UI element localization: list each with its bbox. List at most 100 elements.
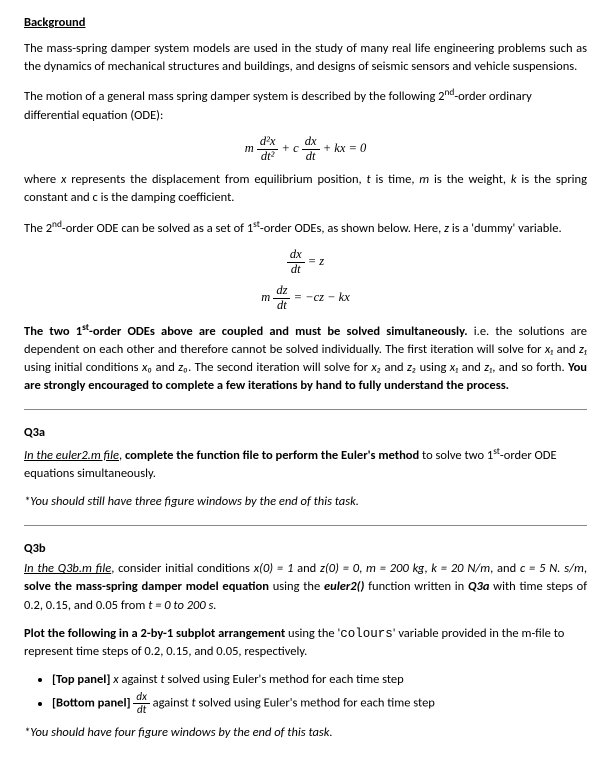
equals-z: = z xyxy=(305,254,325,268)
strong-text: complete the function file to perform th… xyxy=(125,448,419,463)
paragraph-coupled: The two 1st-order ODEs above are coupled… xyxy=(24,321,587,396)
text: and xyxy=(553,342,579,357)
paragraph-ode-intro: The motion of a general mass spring damp… xyxy=(24,86,587,124)
question-label-q3b: Q3b xyxy=(24,540,587,558)
panel-label: [Bottom panel] xyxy=(52,696,131,711)
text: against xyxy=(119,672,161,687)
numerator: d²x xyxy=(257,135,279,150)
file-ref: In the Q3b.m file xyxy=(24,561,111,576)
text: and xyxy=(381,360,407,375)
ref: Q3a xyxy=(468,579,489,594)
paragraph-where: where x represents the displacement from… xyxy=(24,171,587,207)
text: and xyxy=(152,360,178,375)
text: using initial conditions xyxy=(24,360,142,375)
var: z₀ xyxy=(178,360,188,375)
equation-ode: m d²xdt² + c dxdt + kx = 0 xyxy=(24,135,587,164)
section-divider xyxy=(24,525,587,526)
paragraph-intro: The mass-spring damper system models are… xyxy=(24,40,587,76)
var: m xyxy=(419,172,429,187)
q3b-note: *You should have four figure windows by … xyxy=(24,724,587,742)
text: The two 1 xyxy=(24,324,82,339)
denominator: dt xyxy=(287,263,305,277)
denominator: dt xyxy=(302,150,320,164)
superscript: st xyxy=(82,321,89,333)
superscript: st xyxy=(253,218,260,230)
var-m: m xyxy=(261,290,270,304)
var-m: m xyxy=(245,141,254,155)
var: x₀ xyxy=(142,360,152,375)
var-kx: kx xyxy=(334,141,345,155)
plus: + xyxy=(323,141,335,155)
text: is time, xyxy=(371,172,420,187)
var: z(0) = 0 xyxy=(320,561,359,576)
text: is the weight, xyxy=(429,172,511,187)
var: x(0) = 1 xyxy=(254,561,294,576)
q3a-text: In the euler2.m file, complete the funct… xyxy=(24,445,587,483)
equation-dzdt: m dzdt = −cz − kx xyxy=(24,284,587,313)
paragraph-decompose: The 2nd-order ODE can be solved as a set… xyxy=(24,218,587,238)
strong-text: solve the mass-spring damper model equat… xyxy=(24,579,269,594)
question-label-q3a: Q3a xyxy=(24,424,587,442)
numerator: dx xyxy=(287,248,305,263)
bullet-list: [Top panel] x against t solved using Eul… xyxy=(52,671,587,716)
text: function written in xyxy=(364,579,468,594)
text: against xyxy=(150,696,192,711)
q3b-plot-text: Plot the following in a 2-by-1 subplot a… xyxy=(24,625,587,661)
text: , xyxy=(584,561,587,576)
q3b-text: In the Q3b.m file, consider initial cond… xyxy=(24,560,587,614)
code-ref: colours xyxy=(340,627,393,641)
var-c: c xyxy=(293,141,299,155)
text: using the xyxy=(269,579,324,594)
denominator: dt xyxy=(133,704,149,716)
text: is a 'dummy' variable. xyxy=(449,221,562,236)
rhs: = −cz − kx xyxy=(290,290,349,304)
panel-label: [Top panel] xyxy=(52,672,110,687)
text: , xyxy=(359,561,366,576)
list-item: [Bottom panel] dxdt against t solved usi… xyxy=(52,691,587,716)
text: where xyxy=(24,172,61,187)
var: z₁ xyxy=(579,342,587,357)
func-ref: euler2() xyxy=(324,579,364,594)
var: z₂ xyxy=(407,360,416,375)
numerator: dx xyxy=(302,135,320,150)
denominator: dt² xyxy=(257,150,279,164)
numerator: dx xyxy=(133,691,149,704)
file-ref: In the euler2.m file xyxy=(24,448,119,463)
text: and xyxy=(293,561,320,576)
text: using the ' xyxy=(285,626,340,641)
text: , and so forth. xyxy=(492,360,568,375)
text: -order ODEs above are coupled and must b… xyxy=(89,324,468,339)
text: and xyxy=(458,360,484,375)
var: k = 20 N/m xyxy=(431,561,490,576)
equals-zero: = 0 xyxy=(349,141,367,155)
var: m = 200 kg xyxy=(366,561,424,576)
superscript: nd xyxy=(445,86,455,98)
text: -order ODEs, as shown below. Here, xyxy=(260,221,444,236)
text: , and xyxy=(490,561,520,576)
text: -order ODE can be solved as a set of 1 xyxy=(62,221,253,236)
strong-text: Plot the following in a 2-by-1 subplot a… xyxy=(24,626,285,641)
text: , consider initial conditions xyxy=(111,561,254,576)
text: represents the displacement from equilib… xyxy=(66,172,366,187)
text: The 2 xyxy=(24,221,52,236)
equation-dxdt: dxdt = z xyxy=(24,248,587,277)
q3a-note: *You should still have three figure wind… xyxy=(24,493,587,511)
superscript: st xyxy=(493,445,500,457)
var: x xyxy=(110,672,118,687)
plus: + xyxy=(282,141,294,155)
var: t = 0 to 200 s. xyxy=(148,598,216,613)
denominator: dt xyxy=(273,299,290,313)
text: using xyxy=(416,360,450,375)
text: to solve two 1 xyxy=(419,448,493,463)
var: c = 5 N. s/m xyxy=(520,561,584,576)
text: . The second iteration will solve for xyxy=(188,360,371,375)
list-item: [Top panel] x against t solved using Eul… xyxy=(52,671,587,689)
var: x₁ xyxy=(450,360,459,375)
numerator: dz xyxy=(273,284,290,299)
text: The motion of a general mass spring damp… xyxy=(24,90,445,105)
var: x₂ xyxy=(371,360,381,375)
section-heading-background: Background xyxy=(24,14,587,32)
text: solved using Euler's method for each tim… xyxy=(196,696,435,711)
superscript: nd xyxy=(52,218,62,230)
text: solved using Euler's method for each tim… xyxy=(165,672,404,687)
